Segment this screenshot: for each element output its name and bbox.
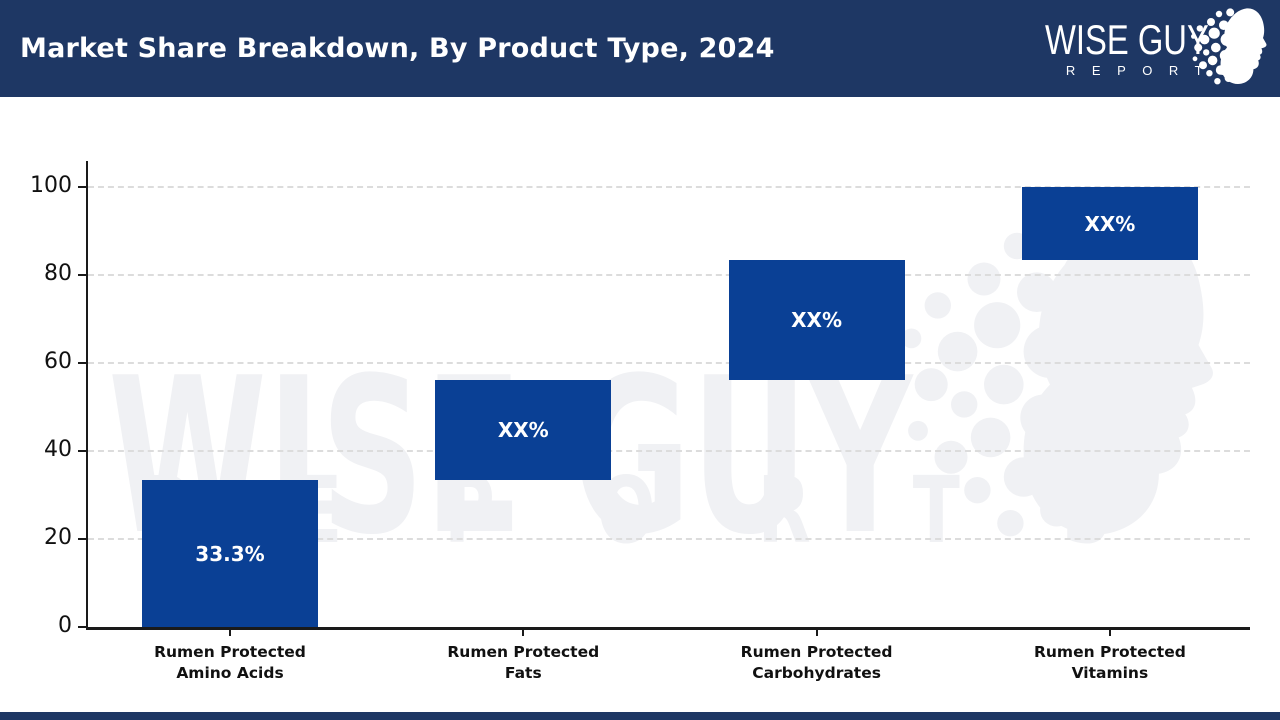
y-tick-mark [78,626,86,628]
brand-face-icon [1191,8,1267,85]
y-tick-mark [78,186,86,188]
y-tick-label-60: 60 [44,349,72,374]
x-tick-mark [522,629,525,636]
gridline-y80 [88,274,1250,276]
x-category-label-4: Rumen Protected Vitamins [1033,643,1186,682]
gridline-y20 [88,538,1250,540]
bar-value-label: 33.3% [195,541,265,566]
y-tick-label-0: 0 [58,613,72,638]
x-category-label-3: Rumen Protected Carbohydrates [740,643,893,682]
bar-value-label: XX% [791,307,843,332]
footer-band [0,712,1280,720]
header-band: Market Share Breakdown, By Product Type,… [0,0,1280,97]
bar-3: XX% [728,260,905,380]
y-tick-label-80: 80 [44,261,72,286]
x-category-label-2: Rumen Protected Fats [447,643,600,682]
y-tick-mark [78,362,86,364]
chart-area: WISE GUY R E P O R T S 33.3% XX% XX% XX% 0 20… [0,97,1280,712]
x-tick-mark [229,629,231,636]
y-tick-label-100: 100 [30,173,72,198]
y-tick-label-20: 20 [44,525,72,550]
gridline-y40 [88,450,1250,452]
brand-logo-text: WISE GUY R E P O R T S [1045,16,1255,79]
y-tick-mark [78,538,86,540]
y-tick-label-40: 40 [44,437,72,462]
gridline-y100 [88,186,1250,188]
x-tick-mark [815,629,818,636]
y-axis-line [86,161,88,629]
watermark-face-icon [901,222,1213,537]
brand-name: WISE GUY [1045,16,1209,63]
brand-subtitle: R E P O R T S [1065,63,1235,78]
bar-2: XX% [435,379,612,481]
page-title: Market Share Breakdown, By Product Type,… [20,33,775,64]
bar-4: XX% [1021,187,1198,261]
y-tick-mark [78,274,86,276]
brand-logo: WISE GUY R E P O R T S [1005,6,1270,94]
bar-1: 33.3% [142,480,318,627]
x-axis-line [86,627,1250,630]
x-category-label-1: Rumen Protected Amino Acids [154,643,306,682]
x-tick-mark [1108,629,1111,636]
y-tick-mark [78,450,86,452]
bar-value-label: XX% [497,418,549,443]
bar-value-label: XX% [1084,211,1136,236]
gridline-y60 [88,362,1250,364]
